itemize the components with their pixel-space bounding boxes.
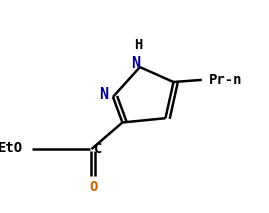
- Text: N: N: [99, 87, 108, 102]
- Text: N: N: [131, 56, 140, 71]
- Text: Pr-n: Pr-n: [208, 73, 242, 87]
- Text: H: H: [134, 38, 143, 52]
- Text: EtO: EtO: [0, 141, 23, 155]
- Text: O: O: [89, 180, 98, 194]
- Text: C: C: [94, 142, 102, 156]
